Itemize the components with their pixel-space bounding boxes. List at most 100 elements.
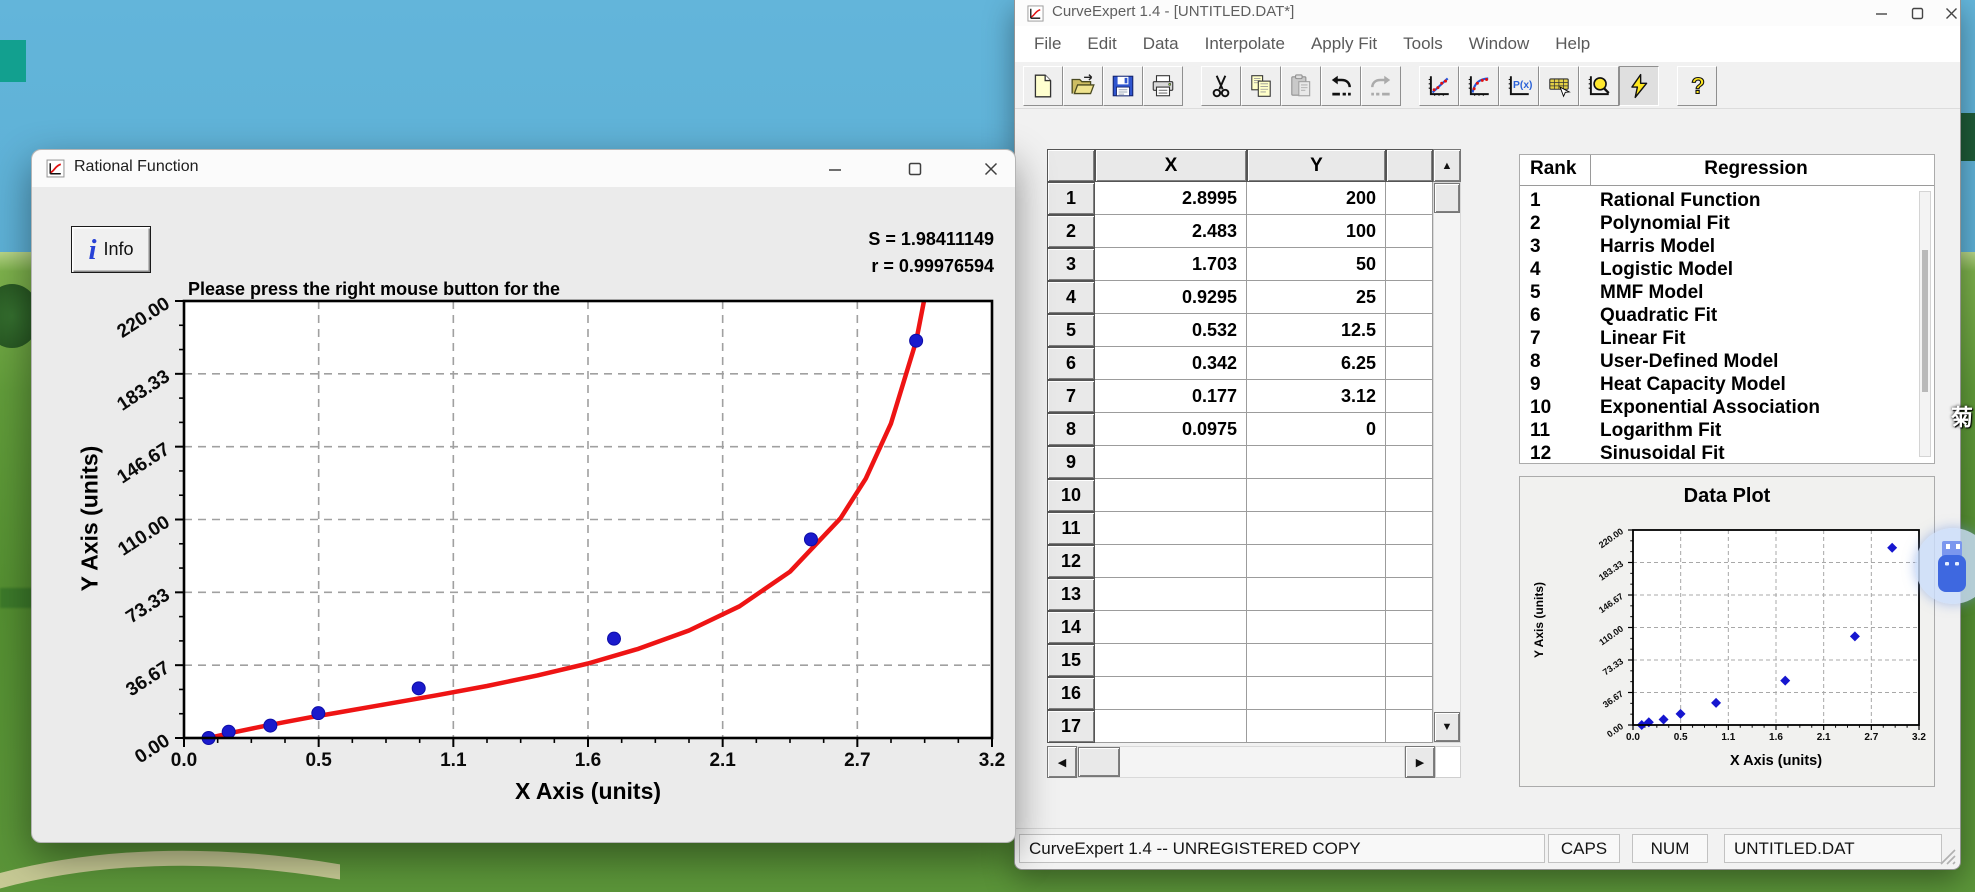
blank-cell[interactable] (1386, 512, 1433, 545)
row-number-cell[interactable]: 8 (1047, 413, 1095, 446)
regression-list-item[interactable]: 11 Logarithm Fit (1520, 419, 1934, 442)
row-number-cell[interactable]: 17 (1047, 710, 1095, 743)
table-scroll-left-button[interactable]: ◀ (1047, 746, 1077, 778)
zoom-graph-button[interactable] (1579, 66, 1619, 106)
x-value-cell[interactable]: 0.0975 (1095, 413, 1247, 446)
table-vscrollbar[interactable]: ▼ (1433, 182, 1461, 743)
rf-maximize-button[interactable] (892, 150, 938, 187)
column-header-y[interactable]: Y (1247, 149, 1386, 182)
blank-cell[interactable] (1386, 644, 1433, 677)
table-scroll-down-button[interactable]: ▼ (1434, 712, 1460, 742)
linear-fit-button[interactable] (1419, 66, 1459, 106)
x-value-cell[interactable] (1095, 545, 1247, 578)
y-value-cell[interactable]: 200 (1247, 182, 1386, 215)
y-value-cell[interactable] (1247, 479, 1386, 512)
row-number-cell[interactable]: 13 (1047, 578, 1095, 611)
table-scroll-right-button[interactable]: ▶ (1405, 746, 1435, 778)
blank-cell[interactable] (1386, 347, 1433, 380)
regression-list-item[interactable]: 4 Logistic Model (1520, 258, 1934, 281)
menu-item[interactable]: Tools (1403, 34, 1443, 53)
menu-item[interactable]: Apply Fit (1310, 34, 1378, 53)
y-value-cell[interactable]: 12.5 (1247, 314, 1386, 347)
x-value-cell[interactable] (1095, 446, 1247, 479)
y-value-cell[interactable]: 50 (1247, 248, 1386, 281)
row-number-cell[interactable]: 1 (1047, 182, 1095, 215)
regression-list-item[interactable]: 3 Harris Model (1520, 235, 1934, 258)
row-number-cell[interactable]: 9 (1047, 446, 1095, 479)
blank-cell[interactable] (1386, 677, 1433, 710)
cut-button[interactable] (1201, 66, 1241, 106)
x-value-cell[interactable] (1095, 578, 1247, 611)
blank-cell[interactable] (1386, 578, 1433, 611)
table-hscrollbar[interactable]: ◀ ▶ (1047, 746, 1461, 778)
x-value-cell[interactable]: 0.532 (1095, 314, 1247, 347)
y-value-cell[interactable]: 3.12 (1247, 380, 1386, 413)
menu-item[interactable]: Edit (1087, 34, 1117, 53)
menu-item[interactable]: Interpolate (1204, 34, 1285, 53)
blank-cell[interactable] (1386, 314, 1433, 347)
desktop-shortcut-label[interactable]: 菊 (1951, 405, 1974, 430)
y-value-cell[interactable] (1247, 611, 1386, 644)
undo-button[interactable] (1321, 66, 1361, 106)
regression-list-item[interactable]: 2 Polynomial Fit (1520, 212, 1934, 235)
table-scroll-up-button[interactable]: ▲ (1433, 149, 1461, 182)
save-button[interactable] (1103, 66, 1143, 106)
y-value-cell[interactable] (1247, 677, 1386, 710)
row-number-cell[interactable]: 12 (1047, 545, 1095, 578)
blank-cell[interactable] (1386, 182, 1433, 215)
blank-cell[interactable] (1386, 248, 1433, 281)
y-value-cell[interactable] (1247, 446, 1386, 479)
regression-scrollbar[interactable] (1919, 191, 1931, 457)
new-button[interactable] (1023, 66, 1063, 106)
rf-plot[interactable]: 0.00.00 0.5 36.67 1.1 73.33 1.6 110.00 2.1 146.6… (32, 150, 1015, 842)
y-value-cell[interactable] (1247, 545, 1386, 578)
x-value-cell[interactable] (1095, 512, 1247, 545)
menu-item[interactable]: File (1034, 34, 1062, 53)
y-value-cell[interactable] (1247, 644, 1386, 677)
x-value-cell[interactable] (1095, 710, 1247, 743)
menu-item[interactable]: Help (1555, 34, 1591, 53)
main-minimize-button[interactable] (1865, 0, 1897, 26)
info-button[interactable]: i Info (71, 226, 151, 273)
blank-cell[interactable] (1386, 611, 1433, 644)
regression-list-item[interactable]: 9 Heat Capacity Model (1520, 373, 1934, 396)
row-number-cell[interactable]: 3 (1047, 248, 1095, 281)
print-button[interactable] (1143, 66, 1183, 106)
paste-button[interactable] (1281, 66, 1321, 106)
hscroll-thumb[interactable] (1078, 747, 1120, 777)
x-value-cell[interactable] (1095, 644, 1247, 677)
menu-item[interactable]: Data (1142, 34, 1179, 53)
column-header-x[interactable]: X (1095, 149, 1247, 182)
row-number-cell[interactable]: 6 (1047, 347, 1095, 380)
y-value-cell[interactable] (1247, 512, 1386, 545)
help-button[interactable]: ? (1677, 66, 1717, 106)
row-number-cell[interactable]: 16 (1047, 677, 1095, 710)
rf-title-bar[interactable]: Rational Function (32, 150, 1015, 187)
interpolate-button[interactable] (1539, 66, 1579, 106)
regression-list-item[interactable]: 7 Linear Fit (1520, 327, 1934, 350)
vscroll-thumb[interactable] (1434, 183, 1460, 213)
usb-device-icon[interactable] (1915, 528, 1975, 604)
main-title-bar[interactable]: CurveExpert 1.4 - [UNTITLED.DAT*] (1015, 0, 1960, 26)
y-value-cell[interactable]: 25 (1247, 281, 1386, 314)
blank-cell[interactable] (1386, 545, 1433, 578)
x-value-cell[interactable] (1095, 677, 1247, 710)
row-number-cell[interactable]: 15 (1047, 644, 1095, 677)
regression-list-item[interactable]: 12 Sinusoidal Fit (1520, 442, 1934, 464)
row-number-cell[interactable]: 4 (1047, 281, 1095, 314)
rf-minimize-button[interactable] (812, 150, 858, 187)
rf-close-button[interactable] (968, 150, 1014, 187)
y-value-cell[interactable]: 100 (1247, 215, 1386, 248)
regression-list-item[interactable]: 5 MMF Model (1520, 281, 1934, 304)
x-value-cell[interactable]: 1.703 (1095, 248, 1247, 281)
hscroll-track[interactable] (1077, 746, 1405, 778)
main-maximize-button[interactable] (1901, 0, 1933, 26)
y-value-cell[interactable]: 0 (1247, 413, 1386, 446)
x-value-cell[interactable] (1095, 611, 1247, 644)
blank-cell[interactable] (1386, 710, 1433, 743)
blank-cell[interactable] (1386, 479, 1433, 512)
copy-button[interactable] (1241, 66, 1281, 106)
y-value-cell[interactable]: 6.25 (1247, 347, 1386, 380)
regression-scroll-thumb[interactable] (1922, 250, 1928, 392)
regression-list-item[interactable]: 1 Rational Function (1520, 189, 1934, 212)
